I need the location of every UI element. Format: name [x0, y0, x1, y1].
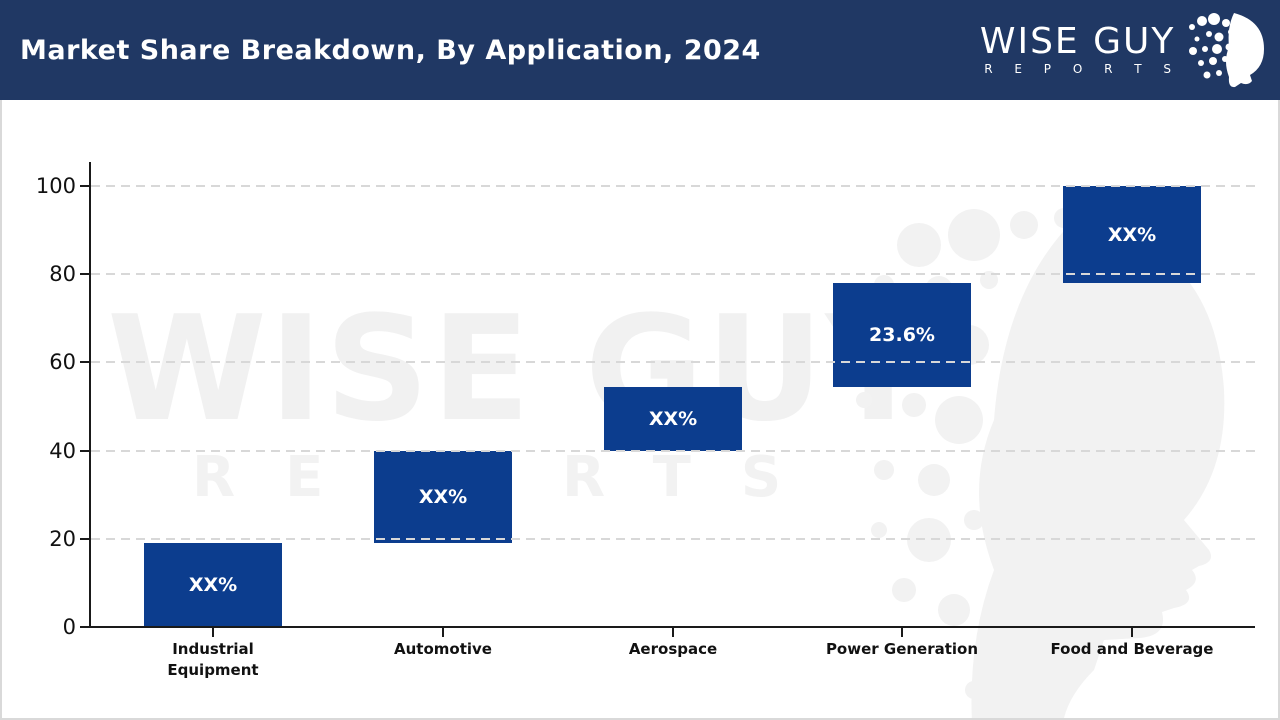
x-axis-label: Industrial Equipment — [167, 640, 259, 679]
y-tick-label: 100 — [35, 174, 76, 198]
y-tick-80 — [80, 273, 89, 276]
bar-value-label: XX% — [188, 574, 238, 597]
y-tick-label: 0 — [62, 615, 76, 639]
gridline-20 — [91, 537, 1255, 540]
y-tick-0 — [80, 626, 89, 628]
brand-name: WISE GUY — [979, 21, 1176, 62]
y-tick-100 — [80, 185, 89, 187]
bar-aerospace: XX% — [604, 387, 742, 451]
bar-food-and-beverage: XX% — [1063, 186, 1201, 284]
y-tick-label: 20 — [49, 526, 76, 551]
gridline-100 — [91, 185, 1255, 187]
y-tick-label: 60 — [49, 350, 76, 375]
brand-logo-text: WISE GUY R E P O R T S — [975, 23, 1180, 77]
y-tick-60 — [80, 361, 89, 364]
x-tick-4 — [1131, 628, 1133, 637]
bar-automotive: XX% — [374, 450, 512, 544]
x-tick-0 — [212, 628, 214, 637]
y-tick-label: 40 — [49, 438, 76, 463]
gridline-80 — [91, 273, 1255, 276]
x-axis-line — [89, 626, 1255, 628]
x-axis-label: Automotive — [394, 640, 492, 658]
y-tick-20 — [80, 537, 89, 540]
x-tick-3 — [901, 628, 903, 637]
brand-logo: WISE GUY R E P O R T S — [975, 11, 1280, 89]
x-axis-label: Aerospace — [628, 640, 718, 658]
x-tick-2 — [672, 628, 674, 637]
bar-value-label: 23.6% — [869, 324, 935, 347]
y-tick-label: 80 — [49, 262, 76, 287]
bar-industrial-equipment: XX% — [144, 543, 282, 627]
x-tick-1 — [442, 628, 444, 637]
brand-subname: R E P O R T S — [984, 62, 1180, 76]
page-title: Market Share Breakdown, By Application, … — [20, 34, 761, 66]
bar-power-generation: 23.6% — [833, 283, 971, 388]
x-axis-label: Food and Beverage — [1050, 640, 1214, 658]
y-axis-line — [89, 162, 91, 628]
bar-value-label: XX% — [1107, 223, 1157, 246]
header: Market Share Breakdown, By Application, … — [0, 0, 1280, 100]
y-tick-40 — [80, 449, 89, 452]
gridline-60 — [91, 361, 1255, 364]
gridline-40 — [91, 449, 1255, 452]
watermark-text: WISE GUY — [107, 285, 933, 454]
x-axis-label: Power Generation — [825, 640, 979, 658]
brand-face-icon — [1189, 13, 1264, 88]
bar-value-label: XX% — [648, 407, 698, 430]
bar-value-label: XX% — [418, 485, 468, 508]
